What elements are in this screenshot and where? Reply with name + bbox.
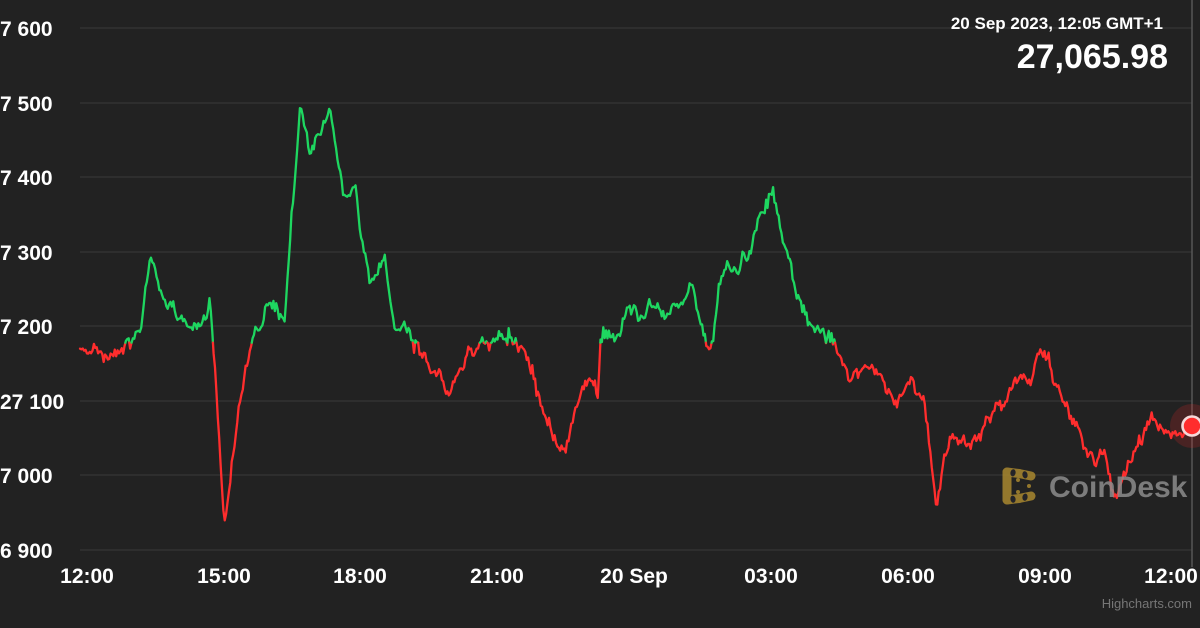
- svg-text:CoinDesk: CoinDesk: [1049, 471, 1188, 504]
